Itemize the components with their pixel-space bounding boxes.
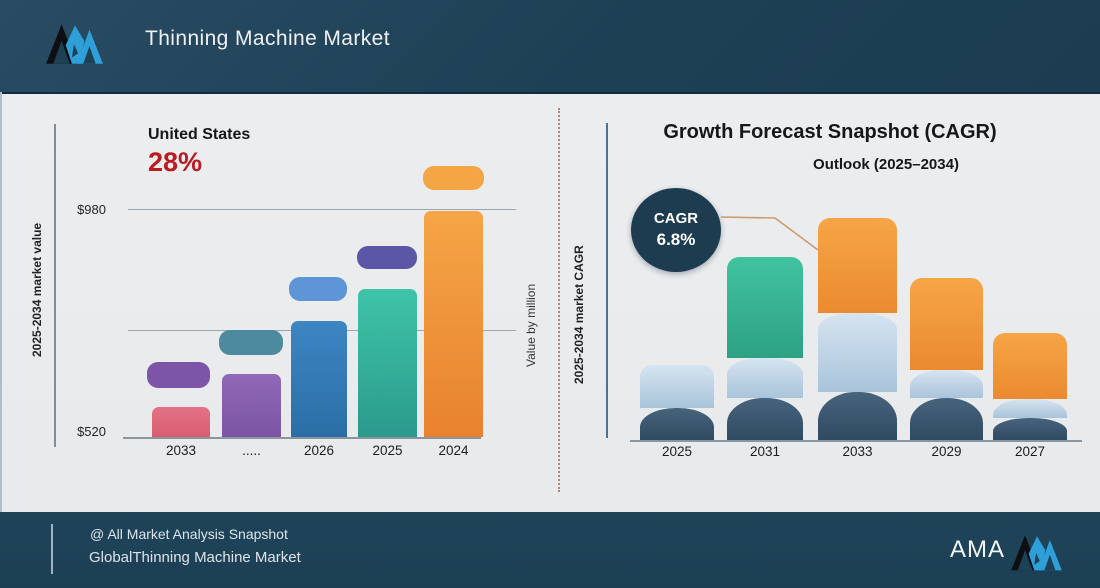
- bar-cap-.....: [219, 330, 283, 355]
- x-tick-label: 2024: [438, 443, 469, 458]
- bar-2033: [152, 407, 210, 437]
- right-x-axis: [630, 440, 1082, 442]
- cagr-badge-label: CAGR: [653, 210, 699, 227]
- gridline-0: [128, 209, 516, 210]
- left-chart-title: United States: [148, 126, 251, 143]
- bar-segment-2029-base: [910, 398, 983, 440]
- left-chart-highlight-value: 28%: [148, 147, 203, 177]
- bar-cap-2026: [289, 277, 347, 301]
- left-y-axis: [54, 124, 56, 447]
- bar-segment-2031-mid: [727, 358, 803, 398]
- right-chart-title: Growth Forecast Snapshot (CAGR): [663, 121, 997, 143]
- footer-subcaption: GlobalThinning Machine Market: [89, 549, 301, 566]
- bar-cap-2033: [147, 362, 210, 388]
- bar-2026: [291, 321, 347, 437]
- ama-logo-icon: [44, 16, 106, 73]
- x-tick-label: 2033: [842, 444, 873, 459]
- bar-.....: [222, 374, 281, 437]
- charts-area: [0, 92, 1100, 512]
- footer-bar: @ All Market Analysis Snapshot GlobalThi…: [0, 512, 1100, 588]
- bar-segment-2033-base: [818, 392, 897, 440]
- bar-segment-2031-base: [727, 398, 803, 440]
- x-tick-label: 2029: [931, 444, 962, 459]
- bar-segment-2027-base: [993, 418, 1067, 440]
- bar-segment-2025-base: [640, 408, 714, 440]
- footer-brand-text: AMA: [950, 536, 1006, 563]
- x-tick-label: 2031: [749, 444, 781, 459]
- x-tick-label: 2025: [661, 444, 693, 459]
- panel-divider: [558, 108, 560, 492]
- bar-2025: [358, 289, 417, 437]
- left-x-axis: [123, 437, 481, 439]
- cagr-badge: CAGR 6.8%: [631, 188, 721, 272]
- x-tick-label: 2026: [303, 443, 335, 458]
- bar-segment-2029-mid: [910, 370, 983, 398]
- page-title: Thinning Machine Market: [145, 27, 390, 50]
- bar-segment-2033-top-orange: [818, 218, 897, 313]
- bar-2024: [424, 211, 483, 437]
- footer-caption: @ All Market Analysis Snapshot: [90, 526, 288, 542]
- right-y-axis: [606, 123, 608, 438]
- bar-segment-2025-mid: [640, 365, 714, 408]
- cagr-badge-value: 6.8%: [656, 229, 696, 249]
- ama-logo-icon: [1009, 528, 1065, 579]
- y-tick-label: $520: [77, 424, 106, 439]
- x-tick-label: .....: [242, 443, 261, 458]
- bar-segment-2033-mid: [818, 313, 897, 392]
- bar-cap-2025: [357, 246, 417, 269]
- footer-divider: [51, 524, 53, 574]
- bar-segment-2027-top-orange: [993, 333, 1067, 399]
- bar-segment-2029-top-orange: [910, 278, 983, 370]
- bar-cap-2024: [423, 166, 484, 190]
- bar-segment-2027-mid: [993, 399, 1067, 418]
- x-tick-label: 2027: [1014, 444, 1046, 459]
- y-tick-label: $980: [77, 202, 106, 217]
- bar-segment-2031-top-teal: [727, 257, 803, 358]
- x-tick-label: 2025: [372, 443, 403, 458]
- header-bar: Thinning Machine Market: [0, 0, 1100, 94]
- right-chart-subtitle: Outlook (2025–2034): [813, 156, 959, 173]
- x-tick-label: 2033: [165, 443, 197, 458]
